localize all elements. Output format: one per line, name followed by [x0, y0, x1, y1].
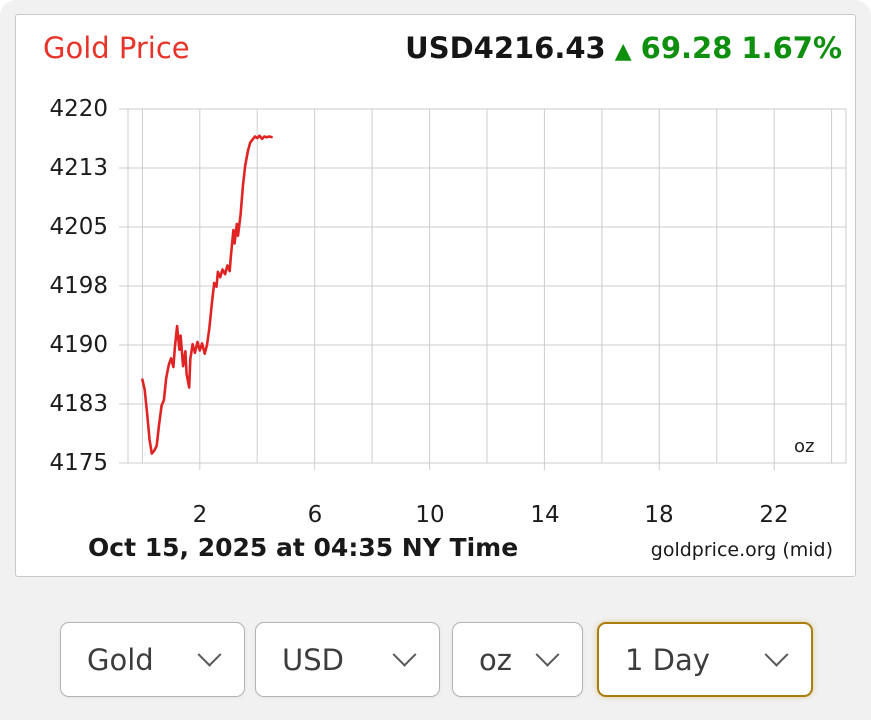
x-axis-label: 2	[192, 502, 208, 528]
y-axis-label: 4205	[49, 214, 108, 240]
x-axis-label: 10	[415, 502, 445, 528]
y-axis-label: 4175	[49, 450, 108, 476]
x-axis-label: 22	[759, 502, 789, 528]
chart-title: Gold Price	[43, 31, 190, 65]
change-amount: 69.28	[640, 31, 733, 65]
chevron-down-icon	[197, 642, 222, 667]
metal-select[interactable]: Gold	[60, 622, 245, 697]
y-axis-label: 4213	[49, 155, 108, 181]
metal-select-value: Gold	[87, 642, 154, 677]
chevron-down-icon	[764, 642, 789, 667]
price-group: USD4216.43 ▲ 69.28 1.67%	[405, 31, 842, 65]
chart-source: goldprice.org (mid)	[650, 539, 833, 561]
currency-select[interactable]: USD	[255, 622, 440, 697]
period-select-value: 1 Day	[625, 642, 710, 677]
price-chart-svg	[119, 108, 847, 470]
chevron-down-icon	[535, 642, 560, 667]
x-axis-label: 18	[644, 502, 674, 528]
price-line	[141, 134, 273, 455]
x-axis-label: 6	[307, 502, 323, 528]
period-select[interactable]: 1 Day	[597, 622, 813, 697]
y-axis-label: 4190	[49, 332, 108, 358]
y-axis-label: 4183	[49, 391, 108, 417]
change-percent: 1.67%	[741, 31, 842, 65]
unit-select[interactable]: oz	[452, 622, 583, 697]
y-axis-label: 4220	[49, 96, 108, 122]
chart-timestamp: Oct 15, 2025 at 04:35 NY Time	[88, 533, 519, 562]
y-axis-label: 4198	[49, 273, 108, 299]
x-axis-label: 14	[530, 502, 560, 528]
current-price: USD4216.43	[405, 31, 606, 65]
chevron-down-icon	[392, 642, 417, 667]
gold-price-chart-card: Gold Price USD4216.43 ▲ 69.28 1.67% 4220…	[15, 14, 856, 577]
unit-label: oz	[794, 436, 815, 457]
up-arrow-icon: ▲	[614, 39, 632, 64]
currency-select-value: USD	[282, 642, 344, 677]
unit-select-value: oz	[479, 642, 512, 677]
